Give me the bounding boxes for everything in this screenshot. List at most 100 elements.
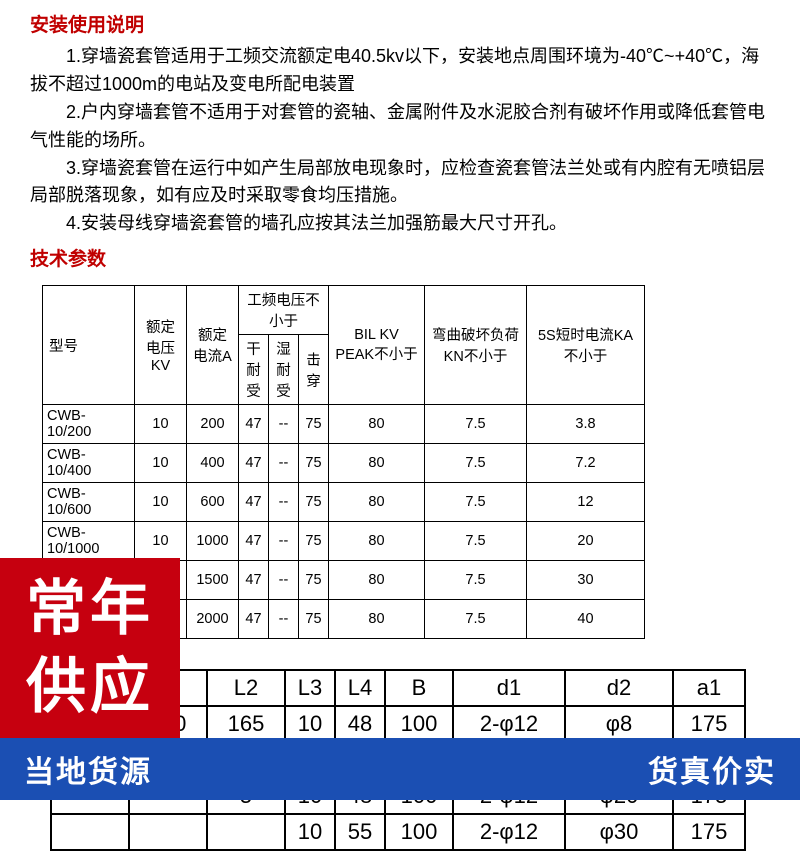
dim-cell: 175: [673, 814, 745, 850]
spec-cell: --: [269, 405, 299, 444]
spec-cell: --: [269, 600, 299, 639]
spec-cell: 7.5: [425, 561, 527, 600]
col-sub1: 干耐受: [239, 335, 269, 405]
dim-cell: [207, 814, 285, 850]
dim-cell: [51, 814, 129, 850]
col-model: 型号: [43, 286, 135, 405]
spec-cell: 40: [527, 600, 645, 639]
spec-cell: 47: [239, 522, 269, 561]
spec-cell: 600: [187, 483, 239, 522]
spec-cell: 75: [299, 483, 329, 522]
dim-col-header: B: [385, 670, 453, 706]
spec-cell: 47: [239, 600, 269, 639]
footer-bar: 当地货源 货真价实: [0, 738, 800, 800]
dim-cell: 165: [207, 706, 285, 742]
footer-left: 当地货源: [24, 747, 152, 791]
spec-cell: 3.8: [527, 405, 645, 444]
spec-cell: 400: [187, 444, 239, 483]
promo-badge: 常年 供应: [0, 558, 180, 738]
dim-col-header: d1: [453, 670, 565, 706]
spec-cell: 10: [135, 483, 187, 522]
spec-cell: 7.5: [425, 444, 527, 483]
col-5s: 5S短时电流KA不小于: [527, 286, 645, 405]
dim-cell: 48: [335, 706, 385, 742]
spec-cell: 47: [239, 405, 269, 444]
dim-cell: 2-φ12: [453, 814, 565, 850]
spec-row: CWB-10/100010100047--75807.520: [43, 522, 645, 561]
dim-col-header: d2: [565, 670, 673, 706]
dim-col-header: L3: [285, 670, 335, 706]
paragraph-3: 3.穿墙瓷套管在运行中如产生局部放电现象时，应检查瓷套管法兰处或有内腔有无喷铝层…: [30, 155, 770, 211]
spec-cell: 47: [239, 561, 269, 600]
spec-cell: 7.5: [425, 483, 527, 522]
spec-cell: 75: [299, 561, 329, 600]
dim-cell: 100: [385, 814, 453, 850]
spec-cell: 1500: [187, 561, 239, 600]
spec-cell: CWB-10/200: [43, 405, 135, 444]
spec-cell: 80: [329, 444, 425, 483]
spec-cell: 80: [329, 405, 425, 444]
dim-cell: 10: [285, 706, 335, 742]
col-sub2: 湿耐受: [269, 335, 299, 405]
dim-cell: 2-φ12: [453, 706, 565, 742]
dim-cell: 55: [335, 814, 385, 850]
dim-col-header: L2: [207, 670, 285, 706]
col-sub3: 击穿: [299, 335, 329, 405]
spec-cell: 75: [299, 522, 329, 561]
paragraph-1: 1.穿墙瓷套管适用于工频交流额定电40.5kv以下，安装地点周围环境为-40℃~…: [30, 43, 770, 99]
spec-cell: 10: [135, 405, 187, 444]
tech-params-heading: 技术参数: [30, 244, 770, 271]
spec-cell: 80: [329, 600, 425, 639]
spec-cell: --: [269, 444, 299, 483]
spec-cell: 80: [329, 522, 425, 561]
dim-row: 10551002-φ12φ30175: [51, 814, 745, 850]
spec-row: CWB-10/4001040047--75807.57.2: [43, 444, 645, 483]
spec-cell: 7.5: [425, 522, 527, 561]
spec-cell: 1000: [187, 522, 239, 561]
spec-cell: CWB-10/1000: [43, 522, 135, 561]
spec-row: CWB-10/2001020047--75807.53.8: [43, 405, 645, 444]
paragraph-4: 4.安装母线穿墙瓷套管的墙孔应按其法兰加强筋最大尺寸开孔。: [30, 210, 770, 238]
dim-cell: 175: [673, 706, 745, 742]
spec-cell: 30: [527, 561, 645, 600]
spec-cell: 80: [329, 561, 425, 600]
col-bend: 弯曲破坏负荷KN不小于: [425, 286, 527, 405]
paragraph-2: 2.户内穿墙套管不适用于对套管的瓷轴、金属附件及水泥胶合剂有破坏作用或降低套管电…: [30, 99, 770, 155]
dim-cell: [129, 814, 207, 850]
spec-cell: 47: [239, 483, 269, 522]
spec-cell: 7.5: [425, 600, 527, 639]
spec-cell: 20: [527, 522, 645, 561]
col-freq-group: 工频电压不小于: [239, 286, 329, 335]
dim-col-header: L4: [335, 670, 385, 706]
spec-cell: --: [269, 561, 299, 600]
spec-cell: --: [269, 483, 299, 522]
spec-cell: 47: [239, 444, 269, 483]
install-heading: 安装使用说明: [30, 10, 770, 37]
spec-cell: CWB-10/600: [43, 483, 135, 522]
dim-cell: 10: [285, 814, 335, 850]
spec-cell: CWB-10/400: [43, 444, 135, 483]
spec-cell: 12: [527, 483, 645, 522]
spec-cell: 75: [299, 600, 329, 639]
badge-line1: 常年: [26, 570, 154, 648]
spec-table-head: 型号 额定电压KV 额定电流A 工频电压不小于 BIL KV PEAK不小于 弯…: [43, 286, 645, 405]
spec-cell: 2000: [187, 600, 239, 639]
col-bil: BIL KV PEAK不小于: [329, 286, 425, 405]
spec-cell: 7.5: [425, 405, 527, 444]
col-rated-a: 额定电流A: [187, 286, 239, 405]
dim-cell: 100: [385, 706, 453, 742]
spec-cell: 75: [299, 444, 329, 483]
spec-cell: 200: [187, 405, 239, 444]
spec-row: CWB-10/6001060047--75807.512: [43, 483, 645, 522]
spec-cell: 75: [299, 405, 329, 444]
spec-cell: 10: [135, 444, 187, 483]
spec-cell: 80: [329, 483, 425, 522]
spec-cell: 10: [135, 522, 187, 561]
dim-col-header: a1: [673, 670, 745, 706]
badge-line2: 供应: [26, 648, 154, 726]
dim-cell: φ30: [565, 814, 673, 850]
spec-cell: --: [269, 522, 299, 561]
spec-cell: 7.2: [527, 444, 645, 483]
dim-cell: φ8: [565, 706, 673, 742]
col-rated-v: 额定电压KV: [135, 286, 187, 405]
